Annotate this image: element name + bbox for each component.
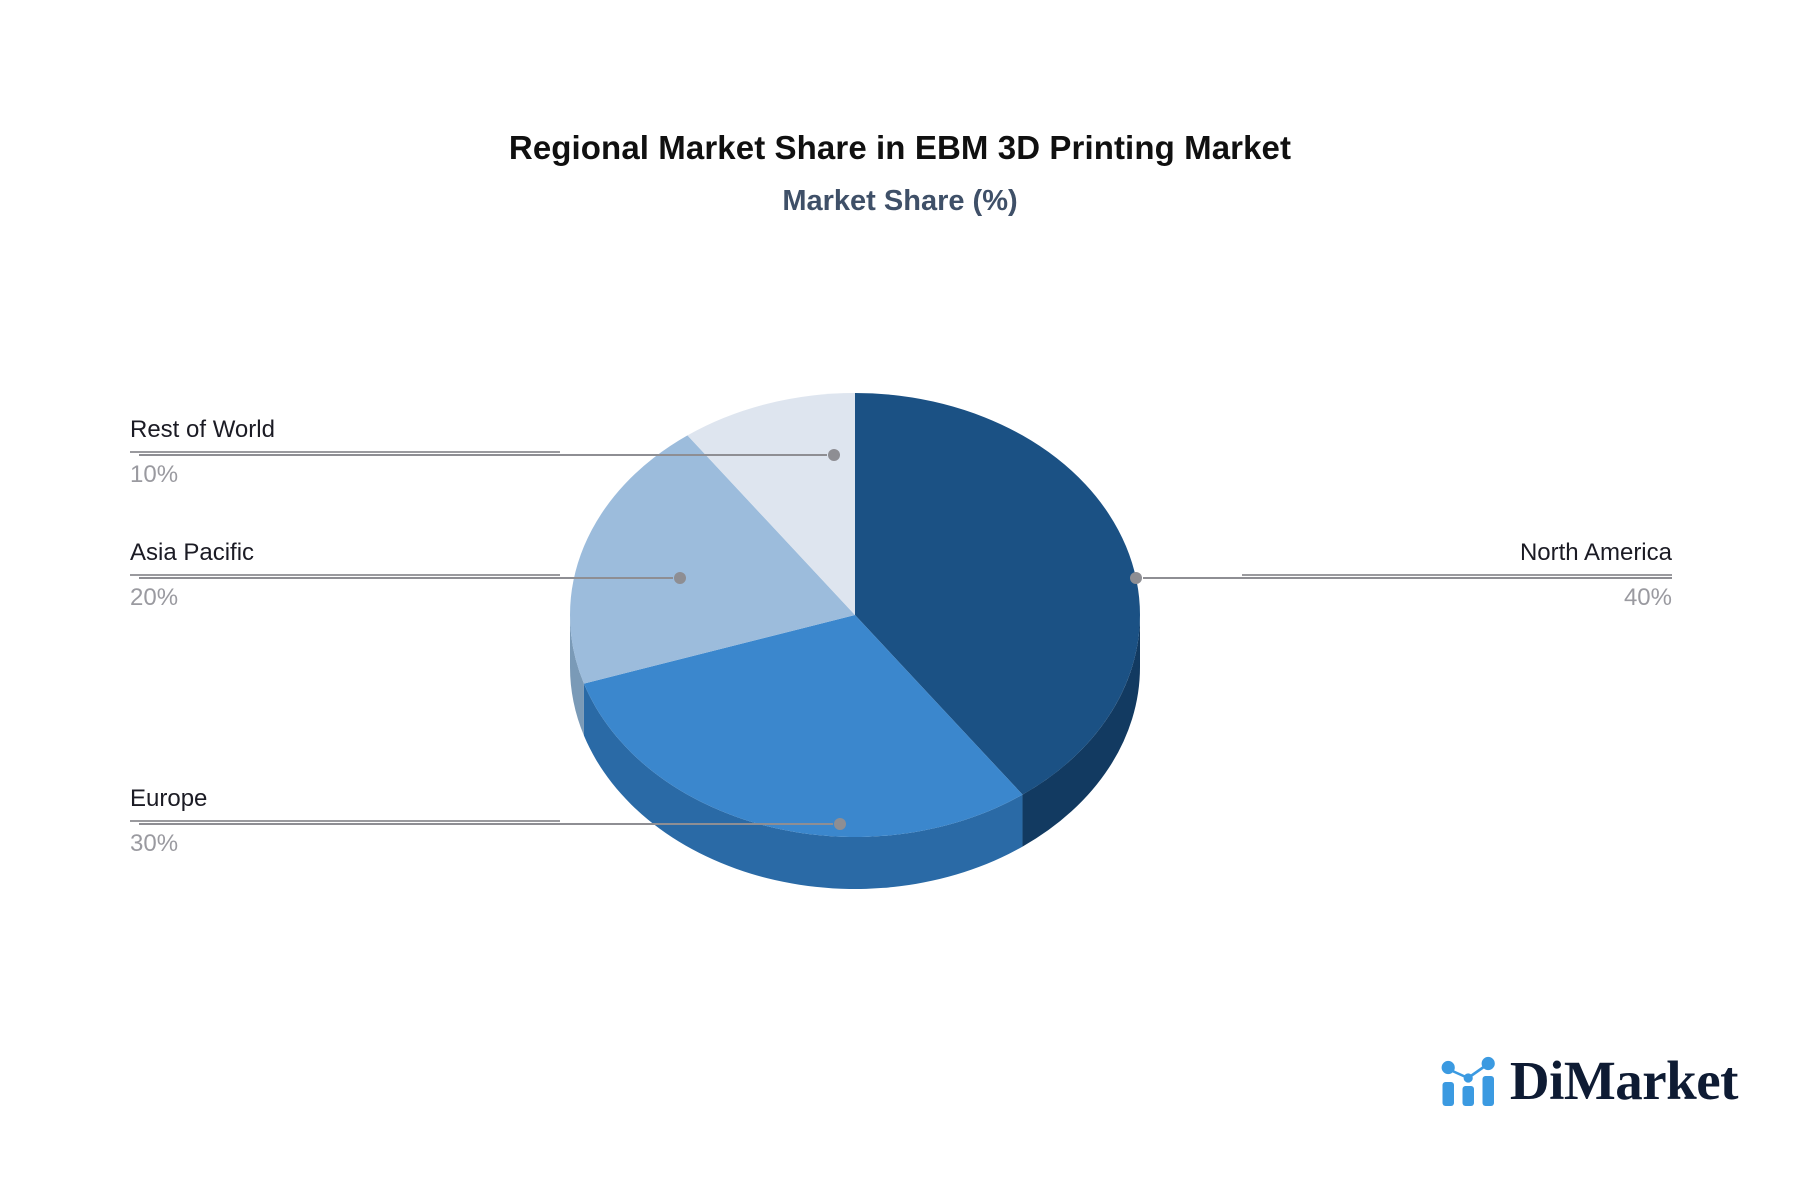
callout-north-america: North America 40% (1242, 538, 1672, 613)
pie-chart (570, 350, 1230, 910)
pie-slice-asia-pacific[interactable] (570, 435, 855, 684)
dimarket-logo: DiMarket (1440, 1049, 1739, 1111)
pie-wall-asia-pacific (570, 615, 584, 736)
callout-rule-europe (130, 820, 560, 822)
pie-depth-walls (570, 615, 1140, 890)
pie-slice-north-america[interactable] (855, 393, 1140, 795)
logo-wordmark: DiMarket (1509, 1049, 1739, 1111)
chart-header: Regional Market Share in EBM 3D Printing… (0, 128, 1800, 218)
chart-subtitle: Market Share (%) (782, 184, 1018, 217)
bar-chart-logo-icon (1441, 1056, 1495, 1106)
callout-value-north-america: 40% (1623, 584, 1672, 611)
pie-slice-europe[interactable] (583, 615, 1023, 837)
callout-rule-north-america (1242, 574, 1672, 576)
chart-title: Regional Market Share in EBM 3D Printing… (508, 129, 1292, 166)
callout-rule-asia-pacific (130, 574, 560, 576)
callout-europe: Europe 30% (130, 784, 560, 859)
pie-svg (570, 393, 1140, 890)
pie-top-slices (570, 393, 1140, 837)
callout-category-asia-pacific: Asia Pacific (130, 539, 255, 566)
pie-wall-north-america (1022, 615, 1140, 847)
pie-wall-europe (583, 683, 1023, 890)
callout-category-rest-of-world: Rest of World (130, 416, 275, 443)
callout-value-asia-pacific: 20% (130, 584, 179, 611)
callout-asia-pacific: Asia Pacific 20% (130, 538, 560, 613)
pie-slice-rest-of-world[interactable] (687, 393, 855, 615)
callout-rest-of-world: Rest of World 10% (130, 415, 560, 490)
callout-value-europe: 30% (130, 830, 179, 857)
callout-value-rest-of-world: 10% (130, 461, 179, 488)
callout-category-north-america: North America (1519, 539, 1672, 566)
callout-rule-rest-of-world (130, 451, 560, 453)
callout-category-europe: Europe (130, 785, 208, 812)
